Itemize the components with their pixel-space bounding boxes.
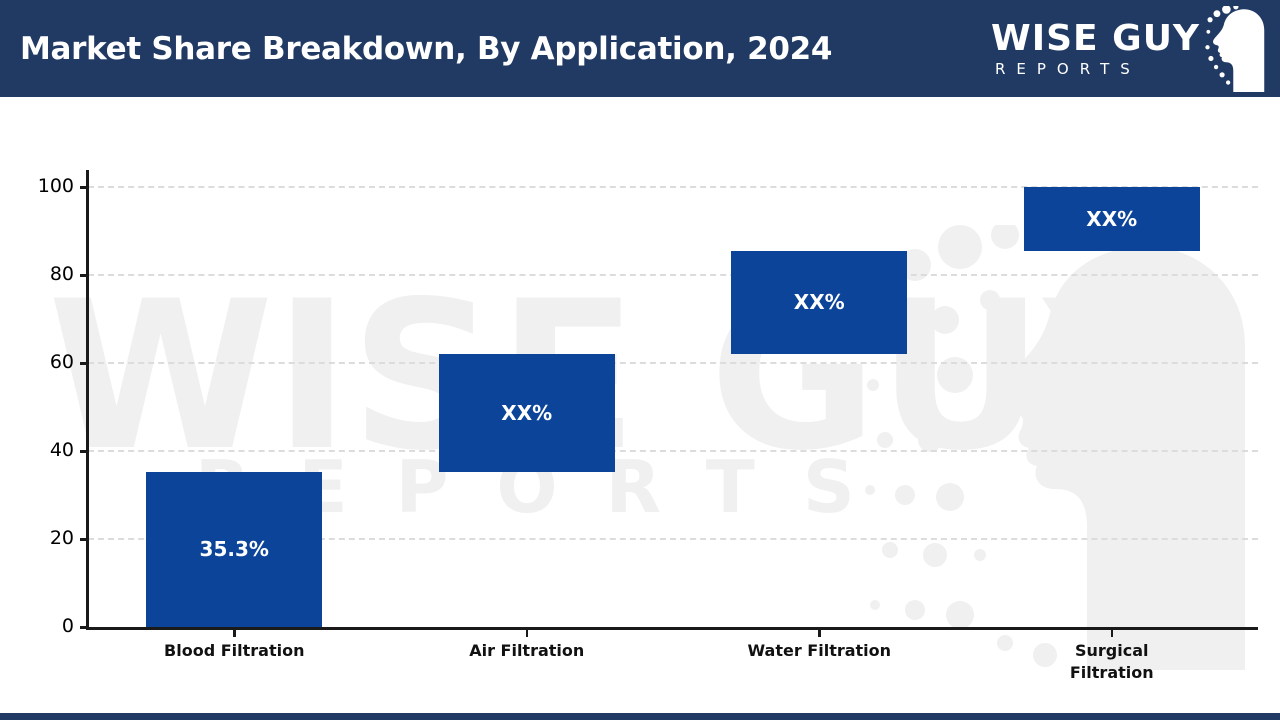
x-axis-category-label: Blood Filtration <box>164 641 305 660</box>
bar-surgical-filtration: XX% <box>1023 187 1200 251</box>
logo-brand-subtitle: REPORTS <box>994 60 1141 79</box>
bar-air-filtration: XX% <box>438 354 615 472</box>
wiseguy-logo: WISE GUY REPORTS <box>991 5 1266 92</box>
bar-value-label: 35.3% <box>199 537 269 562</box>
y-axis-tick-label: 100 <box>37 175 74 197</box>
x-axis-tick <box>1110 630 1114 637</box>
gridline-60 <box>88 362 1258 364</box>
logo-wordmark: WISE GUY REPORTS <box>991 19 1200 79</box>
y-axis-tick-label: 40 <box>49 439 74 461</box>
y-axis-tick <box>80 450 88 453</box>
gridline-40 <box>88 450 1258 452</box>
y-axis-tick-label: 20 <box>49 527 74 549</box>
y-axis-tick <box>80 362 88 365</box>
y-axis-tick-label: 0 <box>61 615 74 637</box>
y-axis-tick <box>80 274 88 277</box>
bar-blood-filtration: 35.3% <box>146 471 323 627</box>
y-axis-line <box>86 170 89 630</box>
x-axis-category-label: Surgical Filtration <box>1069 641 1154 682</box>
bar-value-label: XX% <box>793 290 845 315</box>
gridline-80 <box>88 274 1258 276</box>
chart-area: WISE GUY REPORTS 0 20 40 60 80 100 35.3% Blood … <box>0 97 1280 713</box>
y-axis-tick-label: 60 <box>49 351 74 373</box>
y-axis-tick <box>80 186 88 189</box>
x-axis-category-label: Water Filtration <box>747 641 892 660</box>
x-axis-category-label: Air Filtration <box>469 641 585 660</box>
chart-title: Market Share Breakdown, By Application, … <box>20 30 833 67</box>
bar-value-label: XX% <box>501 400 553 425</box>
x-axis-tick <box>233 630 236 637</box>
y-axis-tick <box>80 538 88 541</box>
header: Market Share Breakdown, By Application, … <box>0 0 1280 97</box>
x-axis-line <box>86 627 1258 630</box>
gridline-20 <box>88 538 1258 540</box>
bar-value-label: XX% <box>1086 206 1138 231</box>
footer-bar <box>0 713 1280 720</box>
y-axis-tick-label: 80 <box>49 263 74 285</box>
bar-water-filtration: XX% <box>731 250 908 355</box>
y-axis-tick <box>80 626 88 629</box>
x-axis-tick <box>525 630 529 637</box>
x-axis-tick <box>818 630 821 637</box>
gridline-100 <box>88 186 1258 188</box>
logo-face-icon <box>1205 5 1265 92</box>
logo-brand-name: WISE GUY <box>990 17 1200 59</box>
